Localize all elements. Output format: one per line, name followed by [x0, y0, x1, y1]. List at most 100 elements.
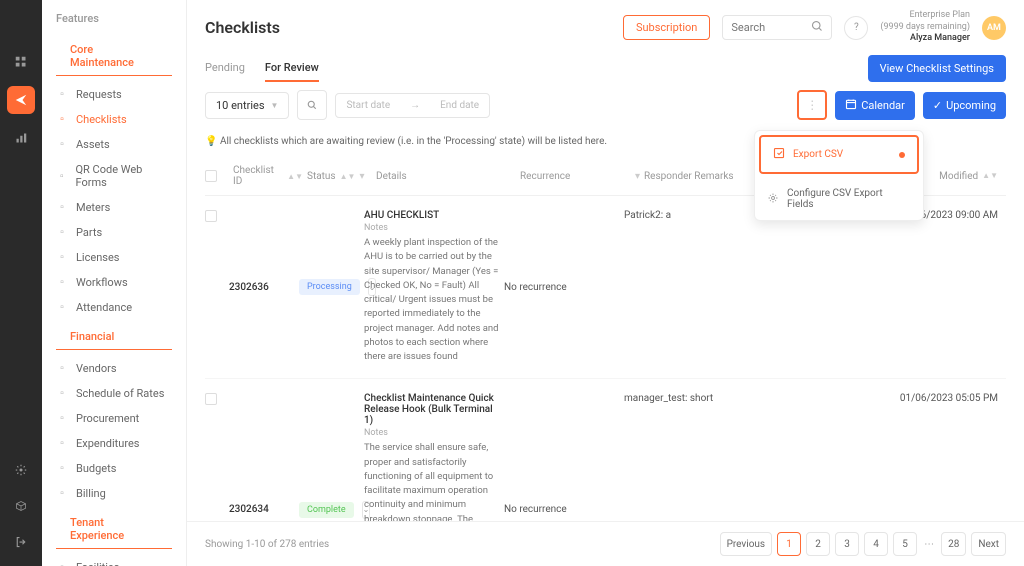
sidebar-item-parts[interactable]: ▫Parts: [42, 220, 186, 245]
avatar[interactable]: AM: [982, 16, 1006, 40]
rail-package-icon[interactable]: [7, 492, 35, 520]
page-title: Checklists: [205, 18, 280, 37]
sidebar-item-requests[interactable]: ▫Requests: [42, 82, 186, 107]
rail-send-icon[interactable]: [7, 86, 35, 114]
cell-modified: 01/06/2023 05:05 PM: [854, 393, 1006, 521]
tabs-bar: Pending For Review View Checklist Settin…: [187, 55, 1024, 90]
sidebar-item-licenses[interactable]: ▫Licenses: [42, 245, 186, 270]
date-range-picker[interactable]: Start date → End date: [335, 93, 490, 118]
col-status[interactable]: Status▲▼▾: [307, 171, 372, 182]
cell-status: Complete ⌄: [299, 393, 364, 521]
sidebar-item-label: Billing: [76, 487, 106, 500]
export-csv-item[interactable]: Export CSV: [759, 135, 919, 174]
help-icon[interactable]: ?: [844, 16, 868, 40]
rail-dashboard-icon[interactable]: [7, 48, 35, 76]
details-title: Checklist Maintenance Quick Release Hook…: [364, 393, 504, 426]
sidebar-item-label: Requests: [76, 88, 122, 101]
sidebar-item-budgets[interactable]: ▫Budgets: [42, 456, 186, 481]
sidebar-item-label: Workflows: [76, 276, 128, 289]
sidebar-item-checklists[interactable]: ▫Checklists: [42, 107, 186, 132]
dollar-icon: ▫: [56, 388, 68, 400]
filter-bar: 10 entries ▼ Start date → End date ⋮ Cal…: [187, 90, 1024, 130]
sidebar-item-meters[interactable]: ▫Meters: [42, 195, 186, 220]
notes-label: Notes: [364, 223, 504, 233]
configure-csv-label: Configure CSV Export Fields: [787, 188, 911, 210]
plan-name: Enterprise Plan: [880, 10, 970, 22]
sidebar-item-label: Budgets: [76, 462, 116, 475]
sidebar-item-billing[interactable]: ▫Billing: [42, 481, 186, 506]
rail-chart-icon[interactable]: [7, 124, 35, 152]
upcoming-button[interactable]: ✓ Upcoming: [923, 92, 1006, 119]
page-button[interactable]: 3: [835, 532, 859, 556]
sidebar-item-label: Meters: [76, 201, 110, 214]
page-button[interactable]: 2: [806, 532, 830, 556]
user-name: Alyza Manager: [880, 33, 970, 45]
page-button[interactable]: 5: [893, 532, 917, 556]
subscription-button[interactable]: Subscription: [623, 15, 710, 40]
row-checkbox[interactable]: [205, 393, 217, 405]
cell-remarks: Patrick2: a: [624, 210, 754, 364]
configure-csv-item[interactable]: Configure CSV Export Fields: [755, 178, 923, 220]
search-icon: [811, 20, 823, 35]
filter-search-button[interactable]: [297, 90, 327, 120]
bulb-icon: 💡: [205, 136, 217, 147]
filter-icon[interactable]: ▾: [359, 171, 364, 182]
rail-logout-icon[interactable]: [7, 528, 35, 556]
tab-pending[interactable]: Pending: [205, 55, 245, 82]
sidebar-item-qr-code-web-forms[interactable]: ▫QR Code Web Forms: [42, 157, 186, 195]
prev-button[interactable]: Previous: [720, 532, 773, 556]
sidebar-item-attendance[interactable]: ▫Attendance: [42, 295, 186, 320]
rail-settings-icon[interactable]: [7, 456, 35, 484]
sidebar-item-workflows[interactable]: ▫ Workflows: [42, 270, 186, 295]
select-all-checkbox[interactable]: [205, 170, 217, 182]
search-box[interactable]: [722, 15, 832, 40]
col-recurrence[interactable]: Recurrence▾: [520, 171, 640, 182]
sidebar-item-expenditures[interactable]: ▫Expenditures: [42, 431, 186, 456]
cell-recurrence: No recurrence: [504, 210, 624, 364]
footer: Showing 1-10 of 278 entries Previous 123…: [187, 521, 1024, 566]
sidebar-title: Features: [42, 12, 186, 33]
sidebar-item-label: Facilities: [76, 561, 119, 566]
pagination: Previous 12345 ⋯ 28 Next: [720, 532, 1006, 556]
sidebar-item-schedule-of-rates[interactable]: ▫Schedule of Rates: [42, 381, 186, 406]
cell-status: Processing ⌄: [299, 210, 364, 364]
status-badge: Complete: [299, 502, 354, 518]
cell-man: [754, 210, 854, 364]
details-title: AHU CHECKLIST: [364, 210, 504, 221]
calendar-button[interactable]: Calendar: [835, 91, 915, 120]
sidebar-item-assets[interactable]: ▫Assets: [42, 132, 186, 157]
next-button[interactable]: Next: [971, 532, 1006, 556]
flow-icon: ▫: [56, 277, 68, 289]
arrow-icon: →: [410, 100, 420, 111]
sidebar-item-label: Licenses: [76, 251, 119, 264]
export-dropdown: Export CSV Configure CSV Export Fields: [754, 130, 924, 221]
search-input[interactable]: [731, 21, 805, 34]
end-date-label: End date: [440, 100, 479, 111]
cell-details: Checklist Maintenance Quick Release Hook…: [364, 393, 504, 521]
sidebar-item-vendors[interactable]: ▫Vendors: [42, 356, 186, 381]
filter-icon[interactable]: ▾: [635, 171, 640, 182]
export-icon: [773, 147, 785, 162]
entries-select[interactable]: 10 entries ▼: [205, 92, 289, 119]
checklist-icon: ▫: [56, 114, 68, 126]
tab-for-review[interactable]: For Review: [265, 55, 319, 82]
cell-details: AHU CHECKLIST Notes A weekly plant inspe…: [364, 210, 504, 364]
user-info: Enterprise Plan (9999 days remaining) Al…: [880, 10, 970, 45]
sidebar-item-procurement[interactable]: ▫Procurement: [42, 406, 186, 431]
row-checkbox[interactable]: [205, 210, 217, 222]
sidebar-item-label: Vendors: [76, 362, 117, 375]
sidebar-item-facilities[interactable]: ▫Facilities: [42, 555, 186, 566]
cell-modified: 03/06/2023 09:00 AM: [854, 210, 1006, 364]
last-page-button[interactable]: 28: [941, 532, 966, 556]
more-actions-button[interactable]: ⋮: [797, 90, 827, 120]
page-button[interactable]: 1: [777, 532, 801, 556]
status-badge: Processing: [299, 279, 360, 295]
page-button[interactable]: 4: [864, 532, 888, 556]
calendar-label: Calendar: [861, 99, 905, 112]
col-checklist-id[interactable]: Checklist ID▲▼: [233, 165, 303, 187]
view-settings-button[interactable]: View Checklist Settings: [868, 55, 1006, 82]
notes-label: Notes: [364, 428, 504, 438]
gear-icon: [767, 192, 779, 207]
start-date-label: Start date: [346, 100, 390, 111]
check-icon: ✓: [933, 99, 942, 112]
